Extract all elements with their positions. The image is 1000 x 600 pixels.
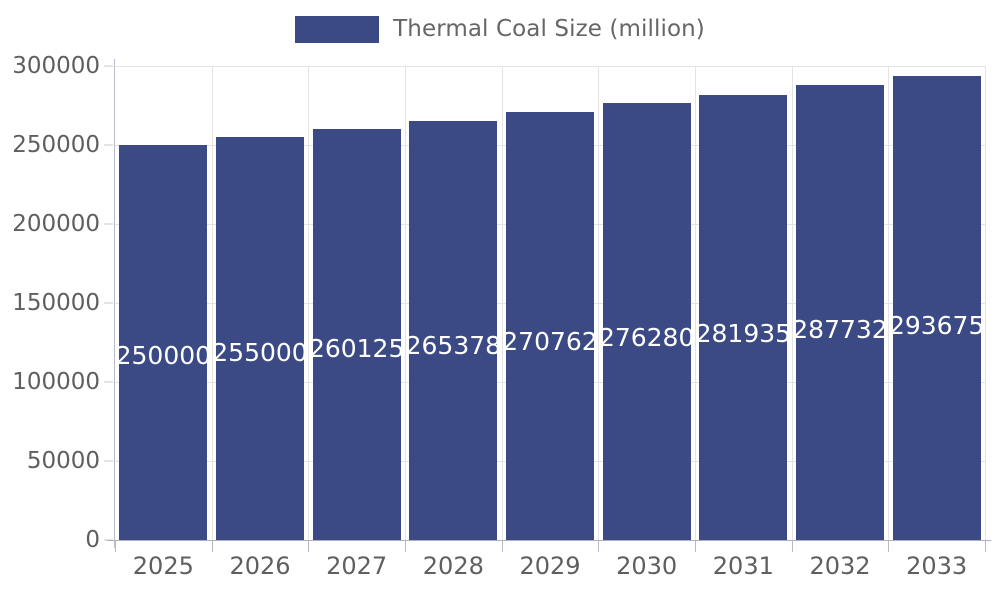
bar-clip: 276280 (602, 103, 691, 540)
bar-group: 255000 (216, 66, 304, 540)
y-axis-tick-label: 150000 (12, 290, 100, 316)
gridline-vertical (985, 66, 986, 540)
y-axis-tick-mark (104, 223, 113, 225)
y-axis-tick-label: 250000 (12, 132, 100, 158)
x-axis-tick-label: 2030 (616, 552, 678, 580)
x-axis-tick-label: 2033 (906, 552, 968, 580)
bar-clip: 270762 (506, 112, 594, 540)
gridline-vertical (695, 66, 696, 540)
x-axis-tick-label: 2025 (132, 552, 194, 580)
bar-value-label: 270762 (506, 326, 594, 356)
gridline-vertical (502, 66, 503, 540)
bar-value-label: 255000 (216, 337, 304, 367)
bar-value-label: 281935 (699, 319, 788, 349)
y-axis-tick-label: 0 (85, 527, 100, 553)
x-axis-tick-mark (888, 541, 889, 552)
x-axis-tick-label: 2032 (809, 552, 871, 580)
y-axis-tick-label: 300000 (12, 53, 100, 79)
x-axis-tick-label: 2027 (326, 552, 388, 580)
bar-group: 287732 (796, 66, 884, 540)
chart-legend: Thermal Coal Size (million) (0, 8, 1000, 50)
plot-area: 250000 255000 260125 265378 270762 276280 2819… (107, 59, 991, 548)
bar[interactable] (796, 85, 884, 540)
bar-value-label: 276280 (602, 323, 691, 353)
legend-color-swatch-icon (295, 15, 380, 43)
bar-value-label: 265378 (409, 330, 498, 360)
bar[interactable] (216, 137, 304, 540)
bar-clip: 250000 (119, 145, 208, 540)
gridline-vertical (405, 66, 406, 540)
y-axis-tick-mark (104, 381, 113, 383)
bar[interactable] (312, 129, 401, 540)
y-axis-tick-mark (104, 144, 113, 146)
x-axis-tick-mark (792, 541, 793, 552)
legend-item-label: Thermal Coal Size (million) (393, 16, 705, 42)
x-axis-tick-mark (115, 541, 116, 552)
x-axis-tick-mark (502, 541, 503, 552)
bar[interactable] (699, 94, 788, 540)
bar-group: 293675 (892, 66, 981, 540)
x-axis-tick-mark (212, 541, 213, 552)
y-axis-tick-label: 50000 (26, 448, 100, 474)
x-axis-tick-mark (598, 541, 599, 552)
bar-value-label: 250000 (119, 341, 208, 371)
legend-item-thermal-coal[interactable]: Thermal Coal Size (million) (295, 15, 705, 43)
bar[interactable] (119, 145, 208, 540)
gridline-vertical (212, 66, 213, 540)
x-axis-tick-mark (695, 541, 696, 552)
x-axis-tick-mark (308, 541, 309, 552)
x-axis-spine (107, 540, 991, 541)
bar-clip: 255000 (216, 137, 304, 540)
gridline-vertical (792, 66, 793, 540)
bar-value-label: 260125 (312, 334, 401, 364)
bar-group: 270762 (506, 66, 594, 540)
y-axis-tick-label: 100000 (12, 369, 100, 395)
bar-group: 281935 (699, 66, 788, 540)
bar[interactable] (892, 76, 981, 540)
x-axis-tick-label: 2028 (422, 552, 484, 580)
y-axis-tick-mark (104, 65, 113, 67)
bar-group: 276280 (602, 66, 691, 540)
x-axis-tick-label: 2031 (712, 552, 774, 580)
bar-value-label: 293675 (892, 311, 981, 341)
gridline-horizontal (115, 66, 985, 67)
bar-clip: 260125 (312, 129, 401, 540)
bar[interactable] (506, 112, 594, 540)
x-axis-tick-label: 2029 (519, 552, 581, 580)
bar[interactable] (409, 120, 498, 540)
bar-clip: 265378 (409, 120, 498, 540)
y-axis-tick-mark (104, 302, 113, 304)
bar-group: 265378 (409, 66, 498, 540)
x-axis-tick-mark (405, 541, 406, 552)
x-axis-tick-mark (985, 541, 986, 552)
gridline-horizontal (115, 540, 985, 541)
bar-clip: 293675 (892, 76, 981, 540)
bar-series-thermal-coal: 250000 255000 260125 265378 270762 276280 2819… (115, 66, 985, 540)
gridline-vertical (598, 66, 599, 540)
bar-clip: 281935 (699, 94, 788, 540)
gridline-vertical (308, 66, 309, 540)
gridline-vertical (888, 66, 889, 540)
y-axis-spine (114, 59, 115, 548)
bar-group: 260125 (312, 66, 401, 540)
bar-clip: 287732 (796, 85, 884, 540)
y-axis-tick-mark (104, 460, 113, 462)
bar[interactable] (602, 103, 691, 540)
y-axis-tick-labels: 0 50000 100000 150000 200000 250000 300000 (0, 53, 1000, 553)
y-axis-tick-label: 200000 (12, 211, 100, 237)
bar-value-label: 287732 (796, 315, 884, 345)
x-axis-tick-label: 2026 (229, 552, 291, 580)
bar-group: 250000 (119, 66, 208, 540)
